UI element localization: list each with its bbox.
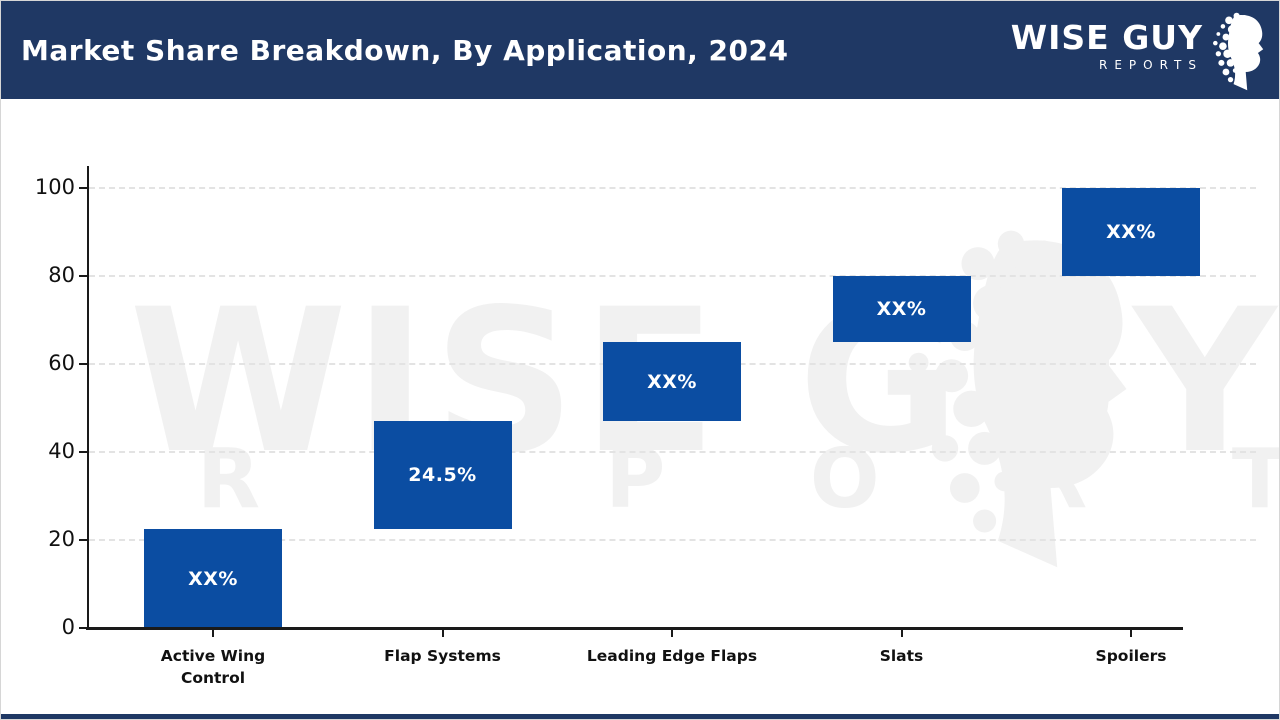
x-category-label: Spoilers [1095, 647, 1167, 665]
bar-value-label: XX% [876, 298, 927, 320]
bar-value-label: XX% [188, 567, 238, 590]
x-category-label: Leading Edge Flaps [586, 647, 758, 665]
y-tick-mark [79, 275, 89, 277]
y-tick-label: 60 [48, 351, 75, 375]
y-tick-mark [79, 187, 89, 189]
y-tick-label: 100 [34, 175, 75, 199]
logo-wordmark: WISE GUY [1010, 18, 1203, 57]
logo: WISE GUY REPORTS [1011, 9, 1267, 93]
bar-value-label: 24.5% [408, 464, 477, 487]
y-axis-line [87, 166, 89, 630]
x-tick-mark [1130, 628, 1132, 637]
bar-value-label: XX% [647, 370, 697, 393]
bar: XX% [832, 276, 971, 342]
y-tick-label: 40 [48, 439, 75, 463]
logo-subtitle: REPORTS [1098, 57, 1203, 72]
plot-area: 0 20 40 60 80 100 XX% Active Wing Control 24.5% F… [35, 175, 1256, 687]
logo-text: WISE GUY REPORTS [1010, 18, 1203, 72]
gridline [89, 539, 1256, 541]
x-tick-mark [441, 628, 444, 637]
gridline [89, 187, 1256, 189]
bar: XX% [144, 529, 282, 628]
bar: 24.5% [373, 421, 512, 529]
y-tick-mark [79, 451, 89, 453]
y-tick-mark [79, 363, 89, 365]
header: Market Share Breakdown, By Application, … [1, 1, 1279, 99]
y-tick-label: 20 [48, 527, 75, 551]
x-tick-mark [212, 628, 214, 637]
y-tick-mark [79, 627, 89, 629]
x-tick-mark [671, 628, 673, 637]
bar: XX% [1062, 188, 1200, 276]
footer-bar [1, 714, 1279, 719]
x-tick-mark [900, 628, 903, 637]
y-tick-label: 0 [61, 615, 75, 639]
x-category-label: Flap Systems [384, 647, 501, 665]
y-tick-mark [79, 539, 89, 541]
y-tick-label: 80 [48, 263, 75, 287]
x-axis-line [86, 627, 1183, 630]
bar-value-label: XX% [1106, 221, 1156, 243]
logo-face-icon [1213, 12, 1264, 91]
gridline [89, 275, 1256, 277]
bar: XX% [603, 342, 741, 422]
x-category-label: Active Wing Control [160, 647, 266, 687]
page-title: Market Share Breakdown, By Application, … [21, 33, 789, 67]
gridline [89, 451, 1256, 453]
x-category-label: Slats [879, 647, 924, 665]
